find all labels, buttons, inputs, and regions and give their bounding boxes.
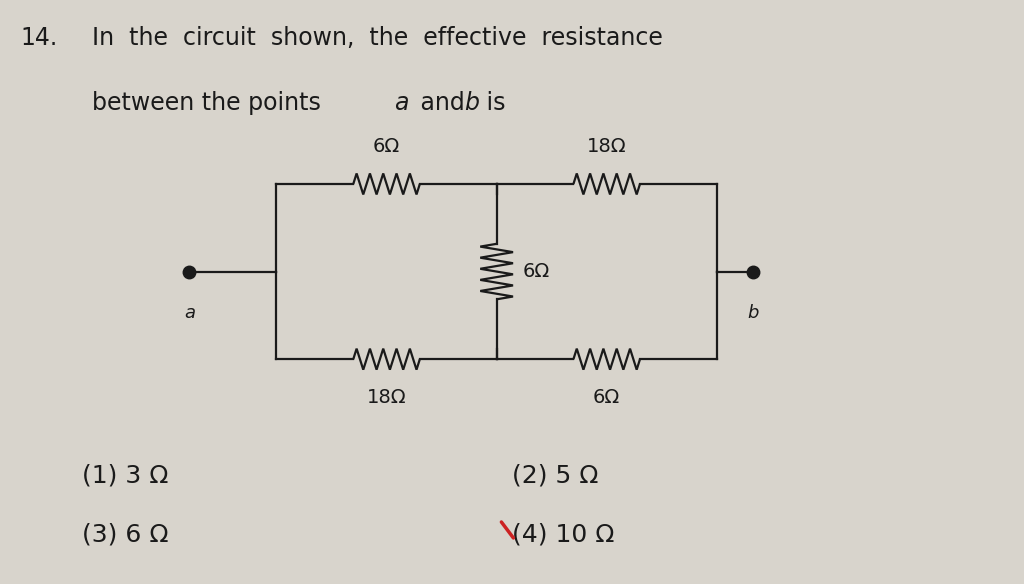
Text: 6Ω: 6Ω <box>593 388 621 408</box>
Text: (1) 3 Ω: (1) 3 Ω <box>82 464 168 488</box>
Text: In  the  circuit  shown,  the  effective  resistance: In the circuit shown, the effective resi… <box>92 26 663 50</box>
Text: b: b <box>464 91 479 114</box>
Text: (3) 6 Ω: (3) 6 Ω <box>82 522 169 547</box>
Text: is: is <box>479 91 506 114</box>
Text: between the points: between the points <box>92 91 329 114</box>
Text: a: a <box>394 91 409 114</box>
Text: and: and <box>413 91 472 114</box>
Text: (4) 10 Ω: (4) 10 Ω <box>512 522 614 547</box>
Text: (2) 5 Ω: (2) 5 Ω <box>512 464 598 488</box>
Text: 18Ω: 18Ω <box>367 388 407 408</box>
Text: b: b <box>746 304 759 322</box>
Text: 6Ω: 6Ω <box>522 262 550 281</box>
Text: 6Ω: 6Ω <box>373 137 400 156</box>
Text: 14.: 14. <box>20 26 57 50</box>
Text: a: a <box>184 304 195 322</box>
Text: 18Ω: 18Ω <box>587 137 627 156</box>
